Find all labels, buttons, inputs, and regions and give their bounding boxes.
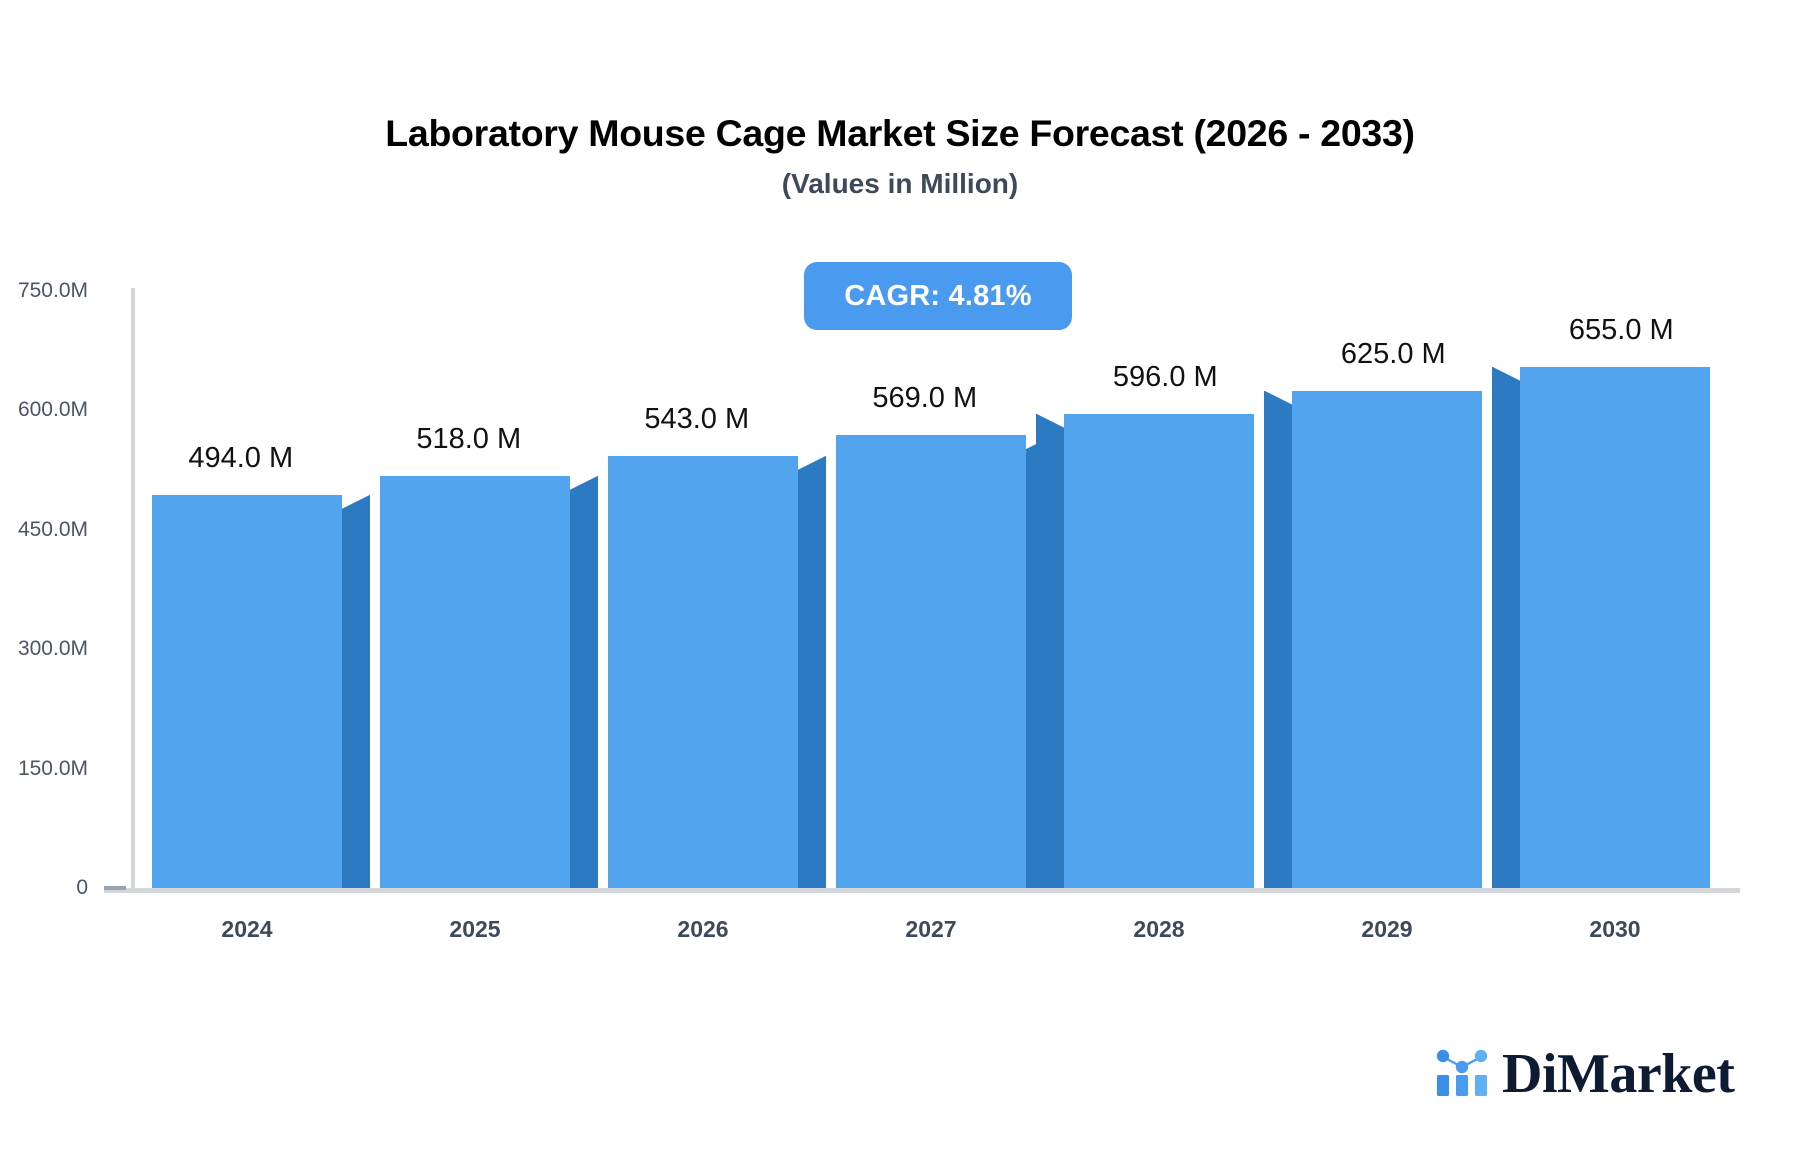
y-axis-tick-label: 300.0M [17,637,88,661]
bar-side-face [1036,413,1064,888]
bar-2028: 596.0 M [1036,361,1254,888]
x-axis-tick-label: 2024 [221,916,273,942]
bar-2025: 518.0 M [380,423,598,888]
bar-2026: 543.0 M [608,403,826,888]
bar-front-face [1292,390,1482,888]
bar-side-face [342,494,370,888]
y-axis-tick-mark [104,886,126,890]
bar-2029: 625.0 M [1264,338,1482,888]
cagr-badge-label: CAGR: 4.81% [844,279,1032,312]
y-axis-tick-label: 750.0M [17,279,88,302]
bar-value-label: 543.0 M [644,402,750,435]
x-axis-tick-label: 2030 [1589,916,1641,942]
bar-front-face [836,435,1026,888]
bar-front-face [380,475,570,888]
y-axis-tick-label: 150.0M [17,756,88,780]
bar-front-face [1520,366,1710,888]
bar-side-face [1264,390,1292,888]
y-axis-tick-label: 0 [76,876,88,899]
bar-value-label: 518.0 M [416,422,522,455]
bar-chart-trend-icon [1434,1047,1490,1102]
x-axis-tick-label: 2025 [449,916,501,942]
bar-2030: 655.0 M [1492,314,1710,888]
bar-front-face [608,455,798,888]
bar-side-face [1492,366,1520,888]
x-axis-tick-label: 2028 [1133,916,1185,942]
y-axis-line [131,288,135,890]
bar-side-face [798,455,826,888]
bar-value-label: 625.0 M [1340,337,1446,370]
x-axis-tick-label: 2029 [1361,916,1413,942]
bar-value-label: 569.0 M [872,382,978,415]
bar-front-face [152,494,342,888]
bar-front-face [1064,413,1254,888]
brand-logo-text: DiMarket [1502,1043,1735,1105]
x-axis-tick-label: 2027 [905,916,957,942]
cagr-badge: CAGR: 4.81% [804,262,1072,330]
bar-value-label: 596.0 M [1112,360,1218,393]
chart-title: Laboratory Mouse Cage Market Size Foreca… [385,112,1415,154]
x-axis-line [104,888,1740,893]
bar-2024: 494.0 M [152,442,370,888]
bar-2027: 569.0 M [836,382,1054,888]
bar-value-label: 655.0 M [1568,313,1674,346]
bar-side-face [570,475,598,888]
chart-subtitle: (Values in Million) [781,168,1019,199]
y-axis-tick-label: 600.0M [17,398,88,422]
brand-logo: DiMarket [1434,1043,1735,1105]
x-axis-tick-label: 2026 [677,916,729,942]
y-axis-tick-label: 450.0M [17,517,88,541]
bar-value-label: 494.0 M [188,441,294,474]
